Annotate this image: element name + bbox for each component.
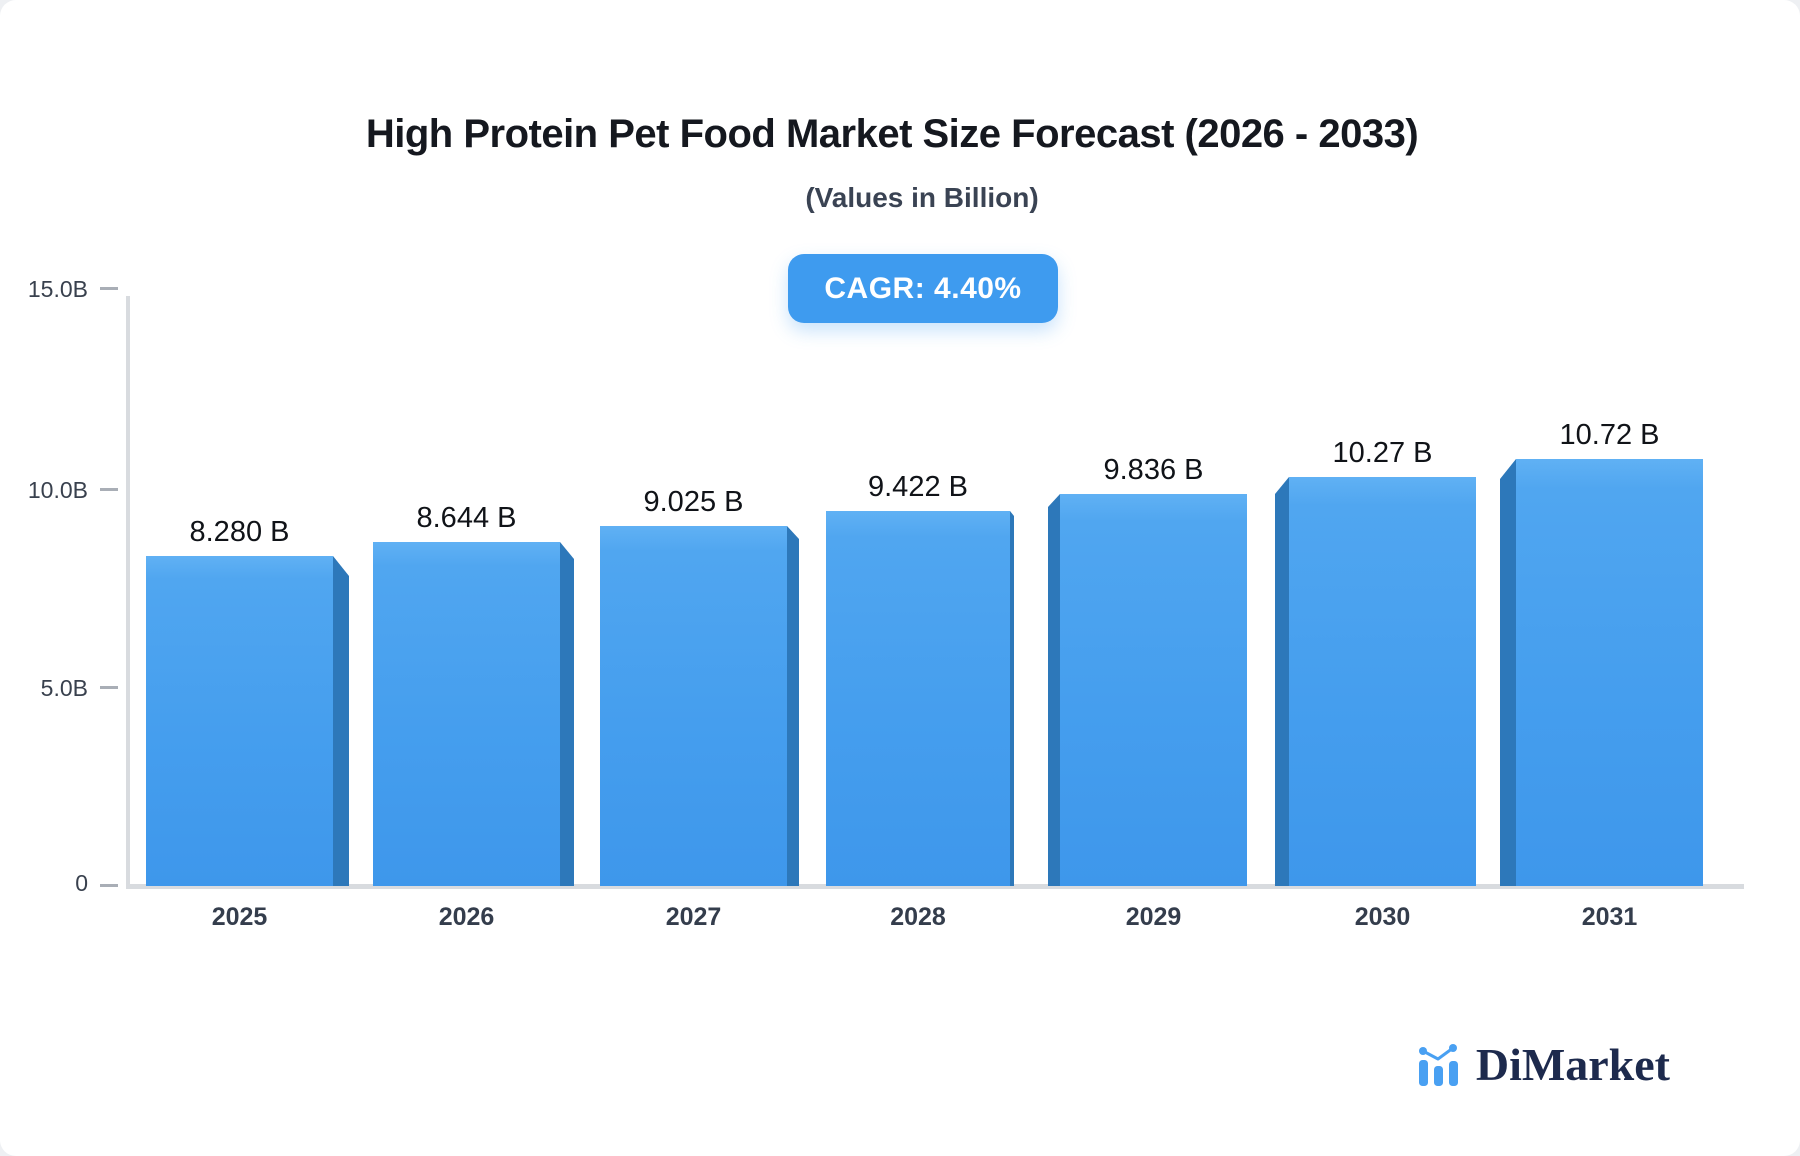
y-axis-tick [100, 686, 118, 689]
y-axis-tick-label: 15.0B [27, 276, 88, 302]
x-axis-line [126, 884, 1744, 889]
bar-value-label: 8.644 B [416, 502, 517, 534]
bar [826, 511, 1010, 886]
bar-side-shade [1275, 477, 1289, 886]
bar-side-shade [787, 526, 799, 886]
bar [600, 526, 787, 886]
brand-name: DiMarket [1475, 1039, 1670, 1090]
x-axis-label: 2030 [1354, 903, 1411, 931]
bar-side-shade [1048, 494, 1060, 886]
chart-subtitle: (Values in Billion) [805, 182, 1039, 213]
y-axis-tick [100, 488, 118, 491]
bar-side-shade [1010, 511, 1014, 886]
x-axis-label: 2031 [1581, 903, 1638, 931]
y-axis-tick-label: 5.0B [40, 675, 88, 701]
y-axis-tick [100, 287, 118, 290]
x-axis-label: 2026 [438, 903, 495, 931]
bar-value-label: 9.025 B [643, 486, 744, 518]
bar [1289, 477, 1476, 886]
bar-value-label: 10.72 B [1559, 419, 1660, 451]
bar-value-label: 9.836 B [1103, 454, 1204, 486]
y-axis-tick-label: 10.0B [27, 477, 88, 503]
y-axis-tick-label: 0 [75, 870, 88, 896]
cagr-badge: CAGR: 4.40% [788, 254, 1058, 323]
bar [1060, 494, 1247, 886]
x-axis-label: 2027 [665, 903, 722, 931]
x-axis-label: 2029 [1125, 903, 1182, 931]
bar-side-shade [333, 556, 349, 886]
bar-chart-logo-icon [1418, 1044, 1458, 1086]
bar [146, 556, 333, 886]
chart-title: High Protein Pet Food Market Size Foreca… [365, 112, 1419, 156]
bar-value-label: 9.422 B [868, 471, 968, 503]
bar-value-label: 10.27 B [1332, 437, 1433, 469]
bar [373, 542, 560, 886]
x-axis-label: 2025 [211, 903, 268, 931]
bar-value-label: 8.280 B [189, 516, 290, 548]
brand-logo: DiMarket [1416, 1040, 1670, 1088]
bar-side-shade [560, 542, 574, 886]
bar-side-shade [1500, 459, 1516, 886]
bar [1516, 459, 1703, 886]
y-axis-line [126, 296, 130, 886]
y-axis-tick [100, 884, 118, 887]
x-axis-label: 2028 [890, 903, 946, 931]
